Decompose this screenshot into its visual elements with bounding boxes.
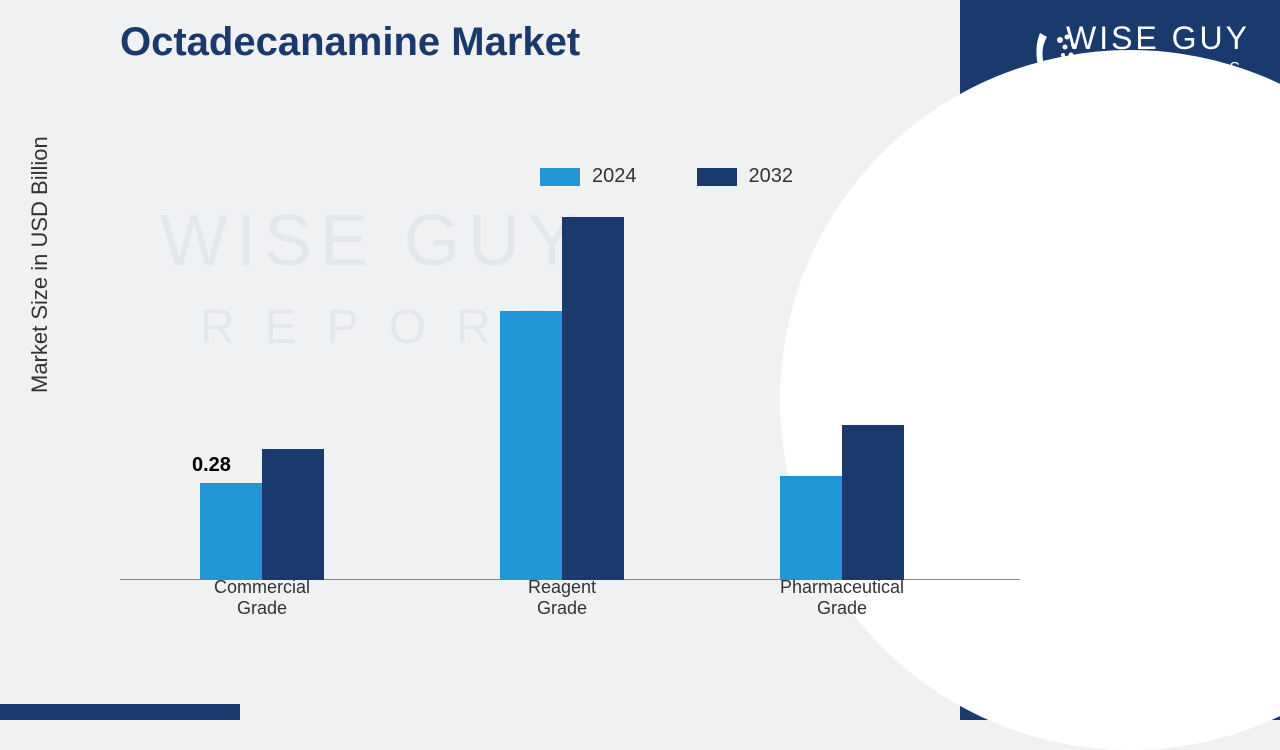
legend: 2024 2032 [540,165,793,188]
y-axis-label: Market Size in USD Billion [27,136,53,393]
bar [262,449,324,580]
category-label: CommercialGrade [172,577,352,620]
chart-area: CommercialGrade ReagentGrade Pharmaceutica… [120,200,1020,630]
bar [500,311,562,580]
bar [562,217,624,580]
legend-item-2032: 2032 [697,165,794,188]
legend-label: 2024 [592,165,637,188]
category-label: ReagentGrade [472,577,652,620]
bar [842,425,904,580]
logo-text: WISE GUY [1066,20,1250,57]
bar-group [500,217,624,580]
logo-subtext: REPORTS [1103,60,1250,78]
legend-swatch-2032 [697,168,737,186]
bar-group [780,425,904,580]
category-label: PharmaceuticalGrade [752,577,932,620]
legend-label: 2032 [749,165,794,188]
bottom-stripe [0,704,240,720]
legend-swatch-2024 [540,168,580,186]
bar [200,483,262,580]
legend-item-2024: 2024 [540,165,637,188]
bar [780,476,842,580]
chart-title: Octadecanamine Market [120,20,580,65]
data-label: 0.28 [192,454,231,477]
